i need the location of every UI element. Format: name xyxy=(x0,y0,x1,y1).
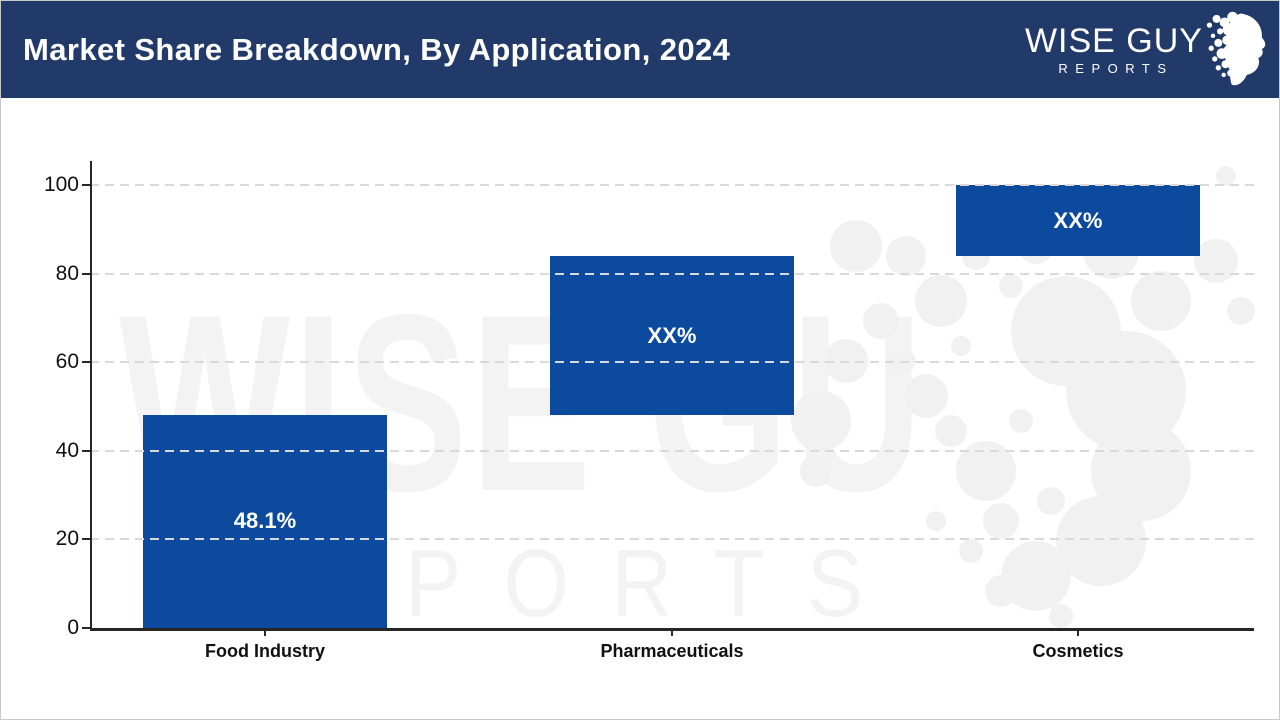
bar-value-label: XX% xyxy=(1053,207,1103,233)
x-axis-line xyxy=(90,628,1254,631)
grid-line-100 xyxy=(90,184,1254,186)
y-tick-mark-80 xyxy=(82,272,90,275)
logo-text: WISE GUY REPORTS xyxy=(1025,23,1203,76)
y-tick-label-60: 60 xyxy=(55,350,79,374)
header-bar: Market Share Breakdown, By Application, … xyxy=(1,1,1279,98)
grid-line-80 xyxy=(90,272,1254,275)
logo-head-icon xyxy=(1206,11,1266,85)
x-tick-mark-1 xyxy=(671,628,673,636)
x-tick-label-1: Pharmaceuticals xyxy=(600,641,744,661)
y-tick-label-0: 0 xyxy=(67,616,79,639)
chart-title: Market Share Breakdown, By Application, … xyxy=(23,31,731,67)
x-tick-mark-2 xyxy=(1077,628,1079,636)
y-axis-line xyxy=(90,161,92,630)
logo-wordmark: WISE GUY xyxy=(1024,22,1203,60)
y-tick-label-20: 20 xyxy=(55,527,79,551)
x-tick-label-0: Food Industry xyxy=(205,641,325,661)
y-tick-mark-0 xyxy=(82,627,90,629)
y-tick-label-100: 100 xyxy=(43,173,79,196)
grid-line-20 xyxy=(90,538,1254,541)
bar-value-label: 48.1% xyxy=(233,508,297,534)
bar-value-label: XX% xyxy=(647,322,697,348)
y-tick-label-80: 80 xyxy=(55,261,79,285)
y-tick-mark-40 xyxy=(82,449,90,452)
x-tick-label-2: Cosmetics xyxy=(1032,641,1124,661)
y-tick-label-40: 40 xyxy=(55,438,79,462)
x-tick-mark-0 xyxy=(264,628,266,636)
grid-line-40 xyxy=(90,449,1254,452)
y-tick-mark-20 xyxy=(82,538,90,541)
bar-cosmetics: XX% xyxy=(956,185,1200,257)
bar-food-industry: 48.1% xyxy=(143,414,387,628)
y-tick-mark-100 xyxy=(82,184,90,186)
wise-guy-reports-logo: WISE GUY REPORTS xyxy=(1025,7,1269,92)
logo-subtitle: REPORTS xyxy=(1058,61,1174,76)
y-tick-mark-60 xyxy=(82,361,90,364)
bar-pharmaceuticals: XX% xyxy=(550,256,794,415)
grid-line-60 xyxy=(90,361,1254,364)
